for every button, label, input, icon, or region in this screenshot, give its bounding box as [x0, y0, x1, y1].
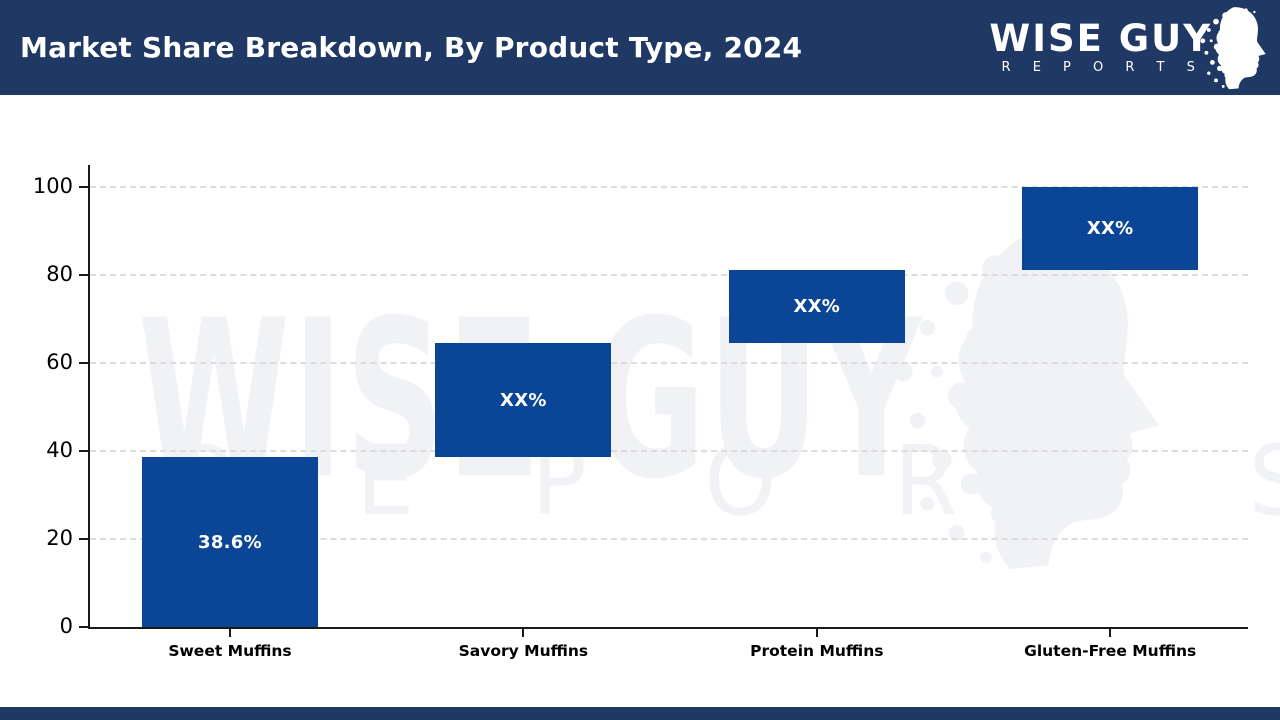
- y-tick-80: [79, 274, 88, 276]
- page-title: Market Share Breakdown, By Product Type,…: [20, 31, 803, 64]
- x-tick-1: [522, 629, 525, 637]
- y-tick-label-20: 20: [46, 526, 73, 550]
- y-tick-20: [79, 538, 88, 540]
- x-tick-2: [815, 629, 818, 637]
- x-tick-0: [229, 629, 231, 637]
- bar-value-label: XX%: [1086, 218, 1134, 240]
- logo-brand-subtitle: R E P O R T S: [1001, 60, 1204, 75]
- y-tick-label-80: 80: [46, 262, 73, 286]
- chart-area: WISE GUY R E P O R T S 0 20 40 60 80 100 38.6%…: [0, 95, 1280, 707]
- category-label-3: Gluten-Free Muffins: [1024, 642, 1197, 660]
- y-tick-label-100: 100: [32, 174, 73, 198]
- y-tick-label-60: 60: [46, 350, 73, 374]
- y-axis-line: [88, 165, 90, 629]
- wiseguy-logo: WISE GUY R E P O R T S: [989, 0, 1280, 95]
- bar-sweet-muffins: 38.6%: [142, 457, 318, 627]
- x-axis-line: [88, 627, 1248, 629]
- gridline-y-60: [90, 362, 1248, 364]
- wiseguy-face-icon: [1198, 4, 1270, 92]
- watermark-text-reports: R E P O R T S: [175, 425, 1280, 538]
- gridline-y-80: [90, 274, 1248, 276]
- gridline-y-20: [90, 538, 1248, 540]
- x-tick-3: [1109, 629, 1112, 637]
- wiseguy-logo-text: WISE GUY R E P O R T S: [989, 20, 1212, 75]
- bar-value-label: XX%: [500, 389, 547, 411]
- bar-protein-muffins: XX%: [728, 270, 905, 344]
- category-label-1: Savory Muffins: [458, 642, 589, 660]
- logo-brand-name: WISE GUY: [989, 17, 1212, 60]
- bar-value-label: 38.6%: [198, 531, 262, 553]
- watermark-face-icon: [880, 225, 1180, 577]
- y-tick-100: [79, 186, 88, 188]
- header-bar: Market Share Breakdown, By Product Type,…: [0, 0, 1280, 95]
- category-label-0: Sweet Muffins: [168, 642, 292, 660]
- bar-savory-muffins: XX%: [435, 343, 612, 458]
- gridline-y-40: [90, 450, 1248, 452]
- bar-value-label: XX%: [793, 296, 841, 318]
- y-tick-40: [79, 450, 88, 452]
- y-tick-60: [79, 362, 88, 364]
- bar-gluten-free-muffins: XX%: [1022, 187, 1199, 271]
- footer-bar: [0, 707, 1280, 720]
- category-label-2: Protein Muffins: [750, 642, 884, 660]
- y-tick-label-0: 0: [59, 614, 73, 638]
- gridline-y-100: [90, 186, 1248, 188]
- y-tick-0: [79, 626, 88, 628]
- y-tick-label-40: 40: [46, 438, 73, 462]
